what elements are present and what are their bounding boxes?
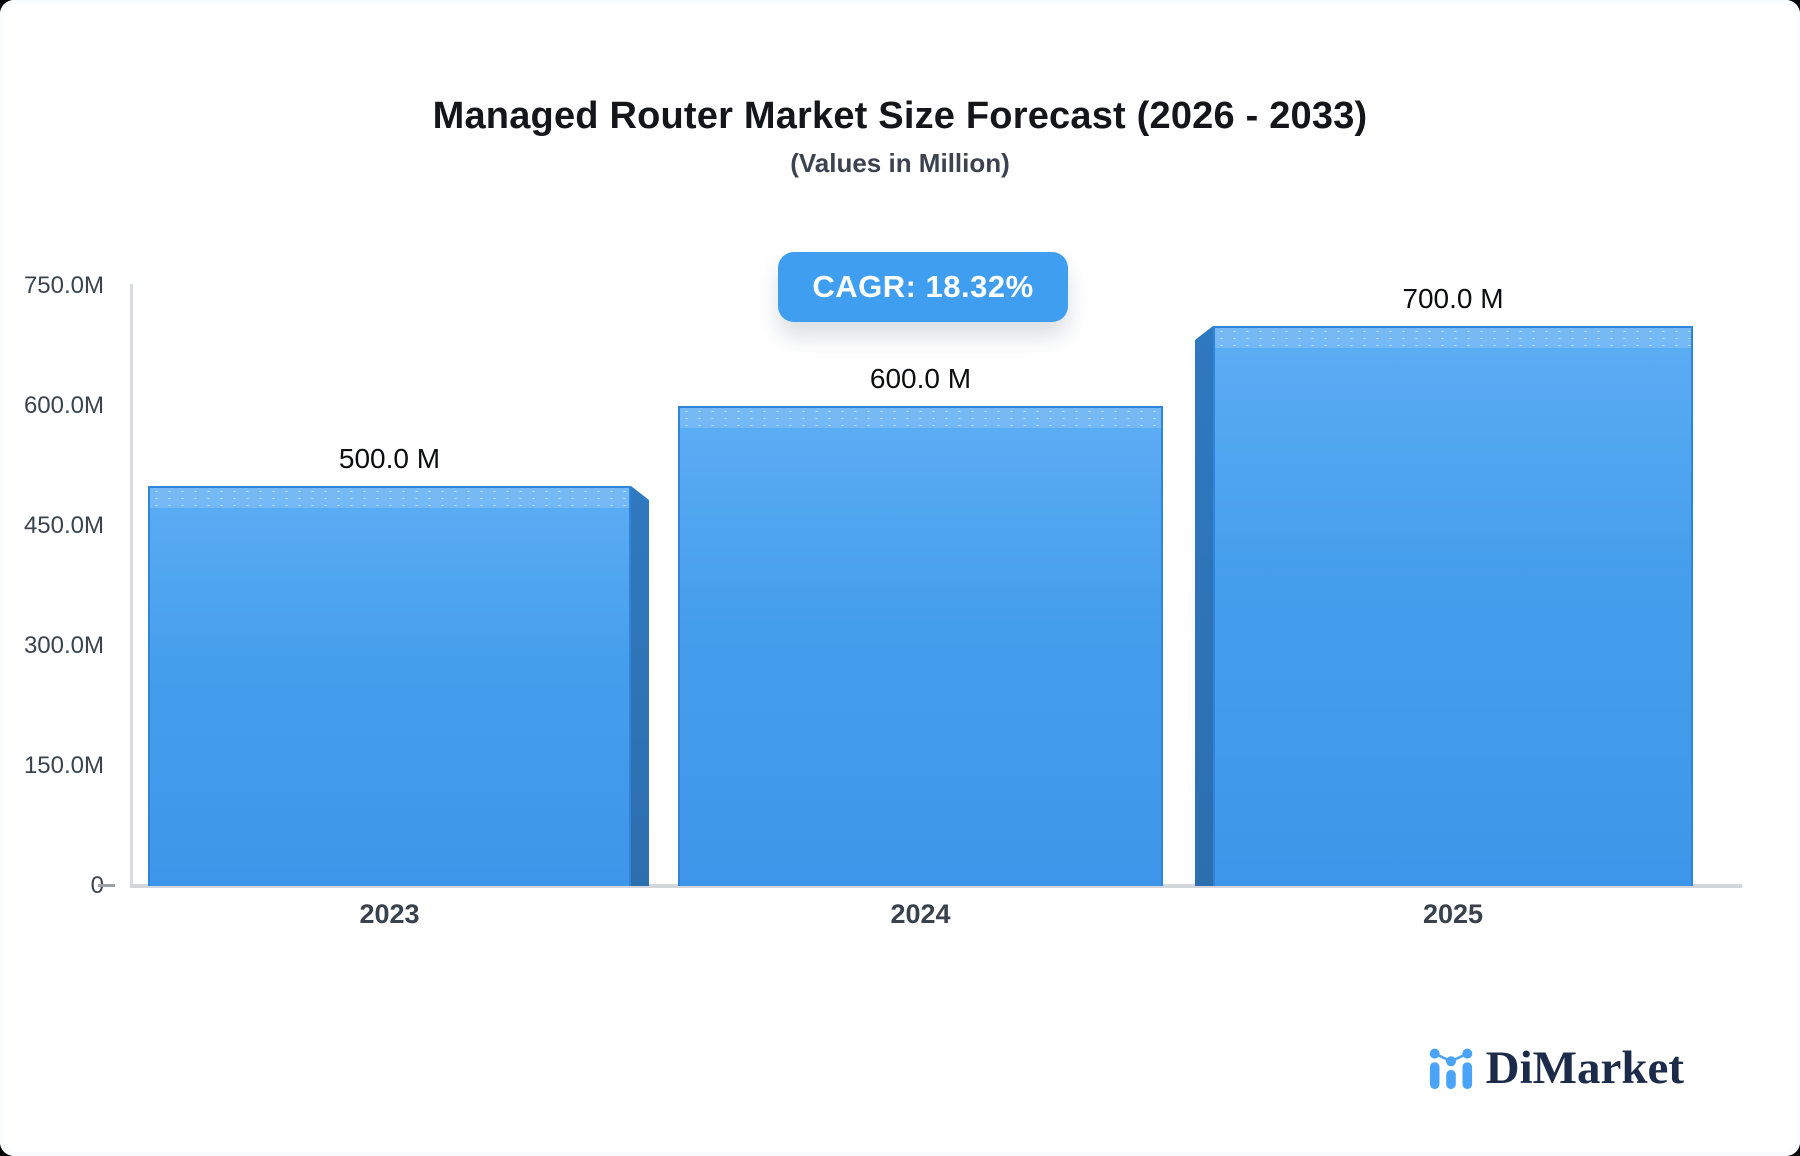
y-axis-tick-label: 150.0M [23, 752, 104, 779]
y-axis-line [130, 284, 133, 886]
bar-value-label: 500.0 M [338, 443, 441, 474]
x-axis-tick-label: 2023 [359, 899, 420, 929]
cagr-badge-label: CAGR: 18.32% [812, 269, 1034, 304]
chart-subtitle: (Values in Million) [790, 148, 1010, 178]
brand-name: DiMarket [1485, 1042, 1684, 1094]
y-axis-tick-label: 600.0M [23, 392, 104, 419]
y-axis-tick-label: 450.0M [23, 512, 104, 539]
bar-3d-side [1195, 326, 1213, 886]
x-axis-baseline [130, 884, 1742, 888]
bar-2025 [1213, 326, 1693, 886]
bar-top-sheen [680, 408, 1161, 428]
x-axis-tick-label: 2025 [1422, 899, 1484, 929]
zero-tick-mark [98, 884, 115, 887]
bar-top-sheen [1215, 328, 1691, 348]
y-axis-tick-label: 750.0M [23, 272, 104, 299]
brand-logo: DiMarket [1428, 1040, 1684, 1096]
chart-title: Managed Router Market Size Forecast (202… [432, 95, 1368, 137]
y-axis-tick-label: 300.0M [23, 632, 104, 659]
bar-top-sheen [150, 488, 629, 508]
bar-chart-logo-icon [1429, 1048, 1472, 1090]
cagr-badge: CAGR: 18.32% [778, 252, 1068, 322]
bar-2023 [148, 486, 631, 886]
bar-2024 [678, 406, 1163, 886]
x-axis-tick-label: 2024 [890, 899, 951, 929]
bar-3d-side [631, 486, 649, 886]
bar-value-label: 700.0 M [1402, 283, 1504, 314]
y-axis-tick-label: 0 [0, 871, 104, 901]
bar-value-label: 600.0 M [869, 363, 972, 394]
